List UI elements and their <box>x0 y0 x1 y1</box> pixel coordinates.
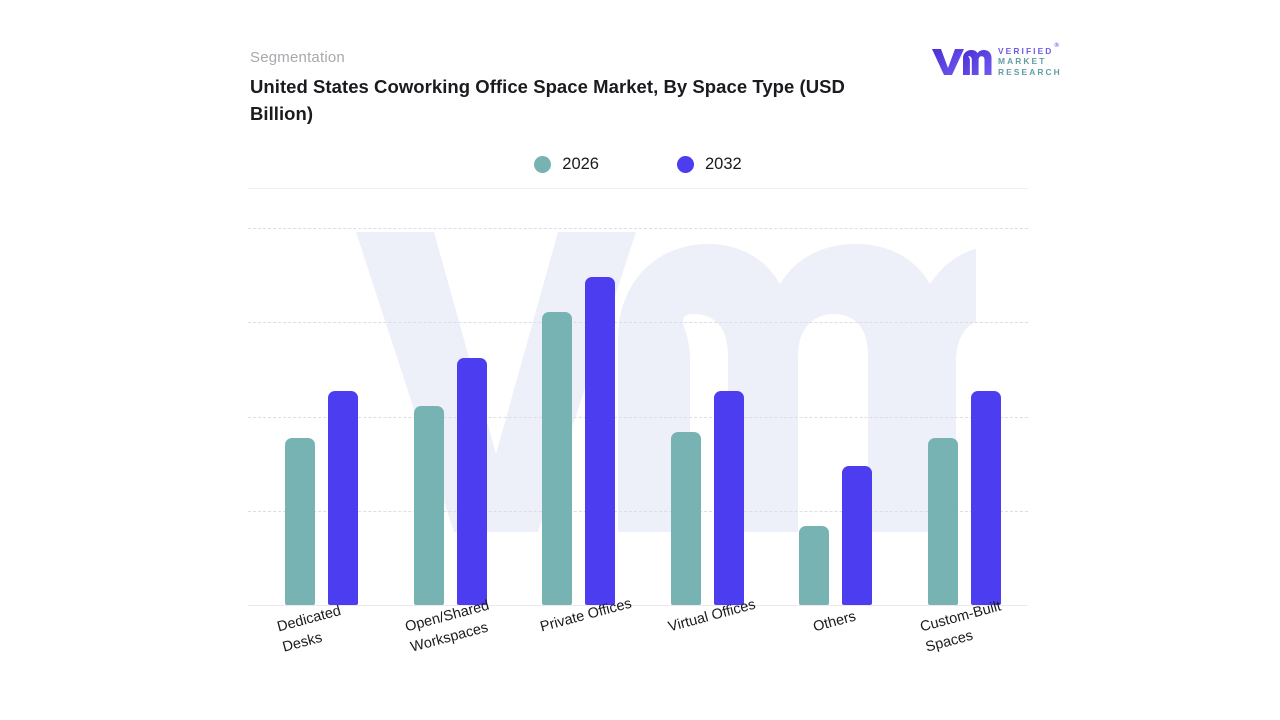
x-axis-label-dedicated-desks: Dedicated Desks <box>275 603 343 656</box>
bar-2032-private-offices[interactable] <box>585 277 616 605</box>
x-axis-line <box>248 605 1028 606</box>
gridline <box>248 510 1028 512</box>
legend-label: 2032 <box>705 154 742 173</box>
chart-title: United States Coworking Office Space Mar… <box>250 76 845 124</box>
legend-item-2032[interactable]: 2032 <box>677 155 742 174</box>
gridline <box>248 416 1028 418</box>
bar-2032-others[interactable] <box>842 465 873 605</box>
bar-2032-open-shared-workspaces[interactable] <box>456 358 487 605</box>
bar-2026-private-offices[interactable] <box>542 311 573 605</box>
logo-wordmark: VERIFIED® MARKET RESEARCH <box>998 43 1062 78</box>
legend-swatch-icon <box>677 155 694 173</box>
logo-line-verified: VERIFIED <box>998 45 1054 56</box>
plot-area <box>248 210 1028 606</box>
bar-2026-open-shared-workspaces[interactable] <box>413 406 444 605</box>
legend-item-2026[interactable]: 2026 <box>534 155 599 174</box>
registered-icon: ® <box>1054 43 1061 49</box>
logo-line-market: MARKET <box>998 56 1047 67</box>
x-axis-label-others: Others <box>811 608 858 636</box>
vmr-logo-mark-icon <box>930 46 992 76</box>
chart-legend: 2026 2032 <box>248 150 1028 178</box>
bar-2026-others[interactable] <box>799 525 830 605</box>
bar-2026-custom-built-spaces[interactable] <box>928 438 958 605</box>
gridline <box>248 322 1028 324</box>
legend-label: 2026 <box>562 154 599 173</box>
legend-divider <box>248 188 1028 189</box>
gridline <box>248 228 1028 229</box>
bar-2032-virtual-offices[interactable] <box>713 391 744 605</box>
x-axis-label-custom-built-spaces: Custom-Built Spaces <box>918 598 1003 656</box>
bar-2026-dedicated-desks[interactable] <box>285 438 315 605</box>
bar-2032-dedicated-desks[interactable] <box>328 391 358 605</box>
verified-market-research-logo: VERIFIED® MARKET RESEARCH <box>930 42 1062 80</box>
x-axis-labels: Dedicated Desks Open/Shared Workspaces Pri… <box>248 596 1028 706</box>
bar-series-container <box>248 210 1028 606</box>
bar-2026-virtual-offices[interactable] <box>670 431 701 605</box>
bar-2032-custom-built-spaces[interactable] <box>971 391 1001 605</box>
segmentation-label: Segmentation <box>250 49 345 66</box>
logo-line-research: RESEARCH <box>998 66 1062 77</box>
x-axis-label-open-shared-workspaces: Open/Shared Workspaces <box>403 597 492 656</box>
legend-swatch-icon <box>534 155 552 173</box>
